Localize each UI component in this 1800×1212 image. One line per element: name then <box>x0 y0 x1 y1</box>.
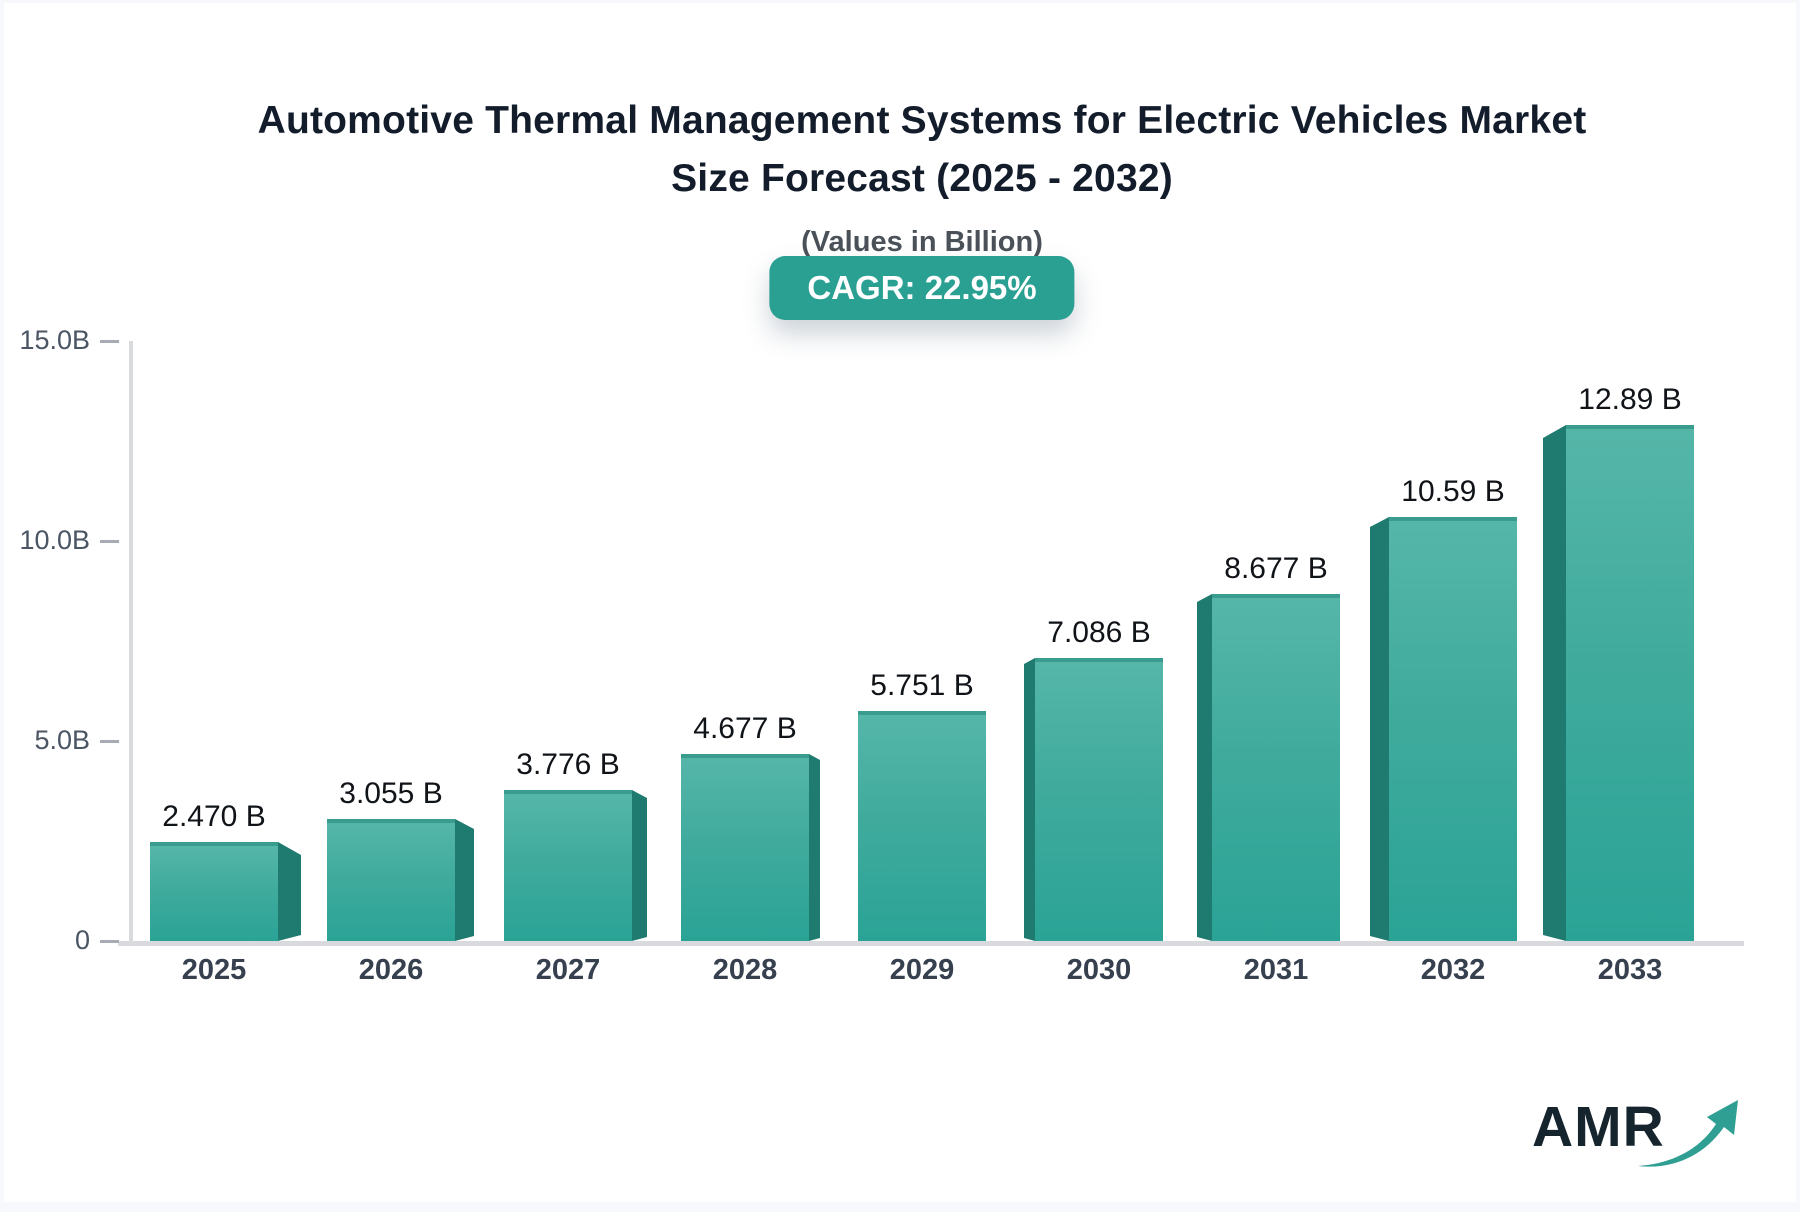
bar-side-face <box>632 790 647 941</box>
x-tick-label: 2032 <box>1420 954 1486 986</box>
amr-logo-text: AMR <box>1532 1095 1665 1159</box>
bar-value-label: 7.086 B <box>1047 616 1151 649</box>
y-tick-mark <box>100 940 119 943</box>
y-tick-label: 15.0B <box>19 325 90 355</box>
x-tick-label: 2026 <box>358 954 424 986</box>
bar-value-label: 2.470 B <box>162 800 266 833</box>
y-tick-label: 10.0B <box>19 525 90 555</box>
bar-side-face <box>1543 425 1566 941</box>
x-tick-label: 2033 <box>1597 954 1663 986</box>
y-tick-label: 5.0B <box>34 725 90 755</box>
y-tick-label: 0 <box>74 925 90 955</box>
bar-3d-2030 <box>1035 658 1163 941</box>
bar-value-label: 5.751 B <box>870 669 974 702</box>
bar-side-face <box>1024 658 1035 941</box>
bar-value-label: 12.89 B <box>1578 383 1682 416</box>
trend-up-arrow-icon <box>1638 1100 1738 1167</box>
y-tick-mark <box>100 540 119 543</box>
bar-value-label: 4.677 B <box>693 712 797 745</box>
bar-side-face <box>278 842 301 941</box>
bar-side-face <box>1197 594 1212 941</box>
bar-side-face <box>809 754 820 941</box>
chart-title: Automotive Thermal Management Systems fo… <box>257 99 1587 200</box>
x-tick-label: 2029 <box>889 954 955 986</box>
bar-3d-2026 <box>327 819 455 941</box>
bar-3d-2031 <box>1212 594 1340 941</box>
y-tick-mark <box>100 340 119 343</box>
bar-3d-2027 <box>504 790 632 941</box>
x-tick-label: 2030 <box>1066 954 1132 986</box>
x-tick-label: 2028 <box>712 954 778 986</box>
bar-3d-2032 <box>1389 517 1517 941</box>
bar-3d-2029 <box>858 711 986 941</box>
chart-subtitle: (Values in Billion) <box>801 226 1043 258</box>
y-axis-line <box>129 341 133 946</box>
bar-value-label: 3.776 B <box>516 748 620 781</box>
x-tick-label: 2025 <box>181 954 247 986</box>
amr-logo: AMR <box>1532 1094 1742 1174</box>
x-tick-label: 2031 <box>1243 954 1309 986</box>
bar-side-face <box>455 819 474 941</box>
y-tick-mark <box>100 740 119 743</box>
cagr-badge: CAGR: 22.95% <box>769 256 1075 320</box>
bar-3d-2025 <box>150 842 278 941</box>
bar-value-label: 8.677 B <box>1224 552 1328 585</box>
bar-value-label: 10.59 B <box>1401 475 1505 508</box>
bar-3d-2033 <box>1566 425 1694 941</box>
bar-3d-2028 <box>681 754 809 941</box>
x-axis-line <box>118 941 1744 946</box>
bar-value-label: 3.055 B <box>339 777 443 810</box>
x-tick-label: 2027 <box>535 954 601 986</box>
bar-side-face <box>1370 517 1389 941</box>
